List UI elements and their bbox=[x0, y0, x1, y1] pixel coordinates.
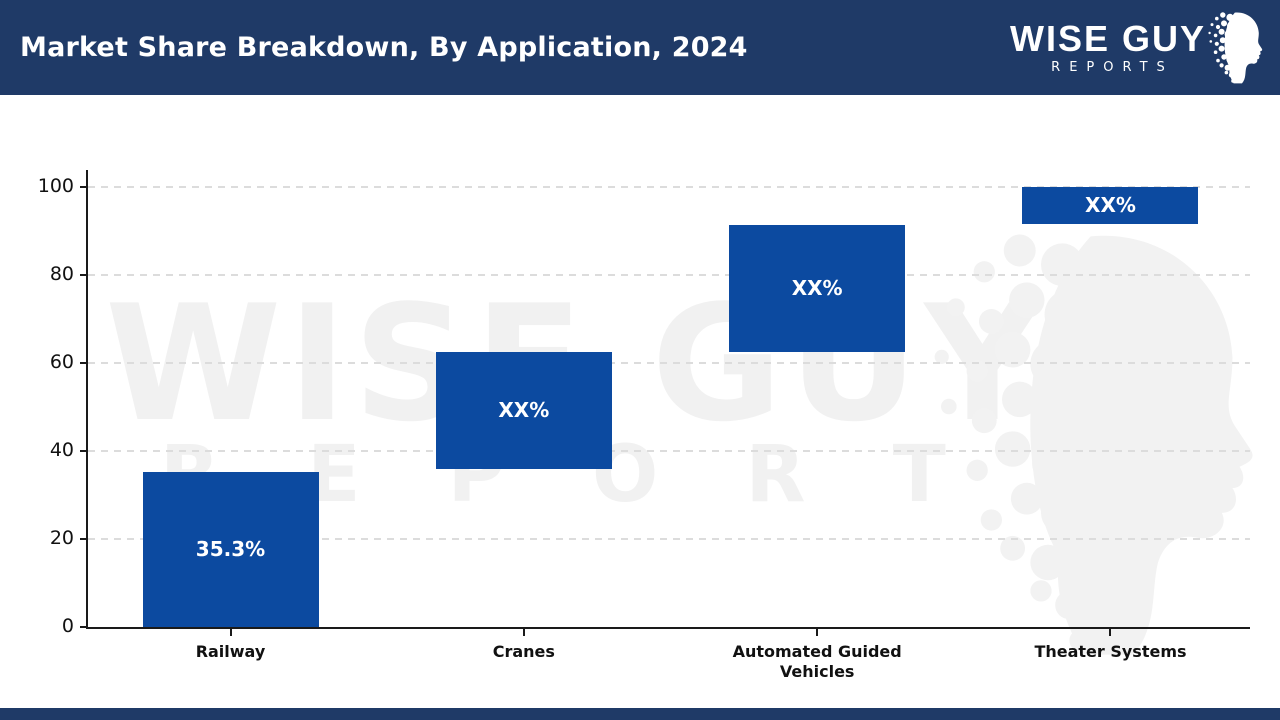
chart-area: WISE GUY R E P O R T S 02040608010035.3%… bbox=[0, 95, 1280, 708]
y-tick-label: 0 bbox=[61, 615, 74, 637]
bar-value-label: XX% bbox=[498, 398, 550, 423]
x-axis bbox=[86, 627, 1250, 629]
header-bar: Market Share Breakdown, By Application, … bbox=[0, 0, 1280, 95]
x-tick-mark bbox=[816, 629, 819, 636]
page-title: Market Share Breakdown, By Application, … bbox=[20, 32, 748, 63]
x-tick-label: Railway bbox=[195, 642, 266, 661]
y-tick-mark bbox=[80, 362, 88, 364]
x-tick-mark bbox=[229, 629, 232, 636]
x-tick-mark bbox=[522, 629, 525, 636]
x-tick-label: Automated Guided Vehicles bbox=[732, 642, 902, 681]
gridline bbox=[88, 362, 1250, 364]
bar-value-label: XX% bbox=[1085, 193, 1136, 218]
x-tick-label: Theater Systems bbox=[1034, 642, 1187, 661]
x-tick-mark bbox=[1109, 629, 1112, 636]
y-axis bbox=[86, 170, 88, 629]
y-tick-mark bbox=[80, 450, 88, 452]
y-tick-mark bbox=[80, 538, 88, 540]
bar-theater-systems: XX% bbox=[1022, 187, 1199, 224]
x-tick-label: Cranes bbox=[492, 642, 555, 661]
y-tick-label: 100 bbox=[37, 175, 74, 197]
y-tick-label: 40 bbox=[49, 439, 74, 461]
brand-logo-text: WISE GUY REPORTS bbox=[1009, 17, 1206, 75]
brand-subtitle: REPORTS bbox=[1051, 59, 1174, 75]
gridline bbox=[88, 186, 1250, 188]
bar-value-label: 35.3% bbox=[195, 537, 266, 562]
y-tick-mark bbox=[80, 626, 88, 628]
brand-name: WISE GUY bbox=[1009, 17, 1206, 59]
bar-cranes: XX% bbox=[435, 352, 612, 469]
gridline bbox=[88, 538, 1250, 540]
brand-logo: WISE GUY REPORTS bbox=[1010, 9, 1280, 87]
footer-bar bbox=[0, 708, 1280, 720]
y-tick-mark bbox=[80, 186, 88, 188]
y-tick-label: 80 bbox=[49, 263, 74, 285]
bar-automated-guided-vehicles: XX% bbox=[729, 224, 906, 352]
gridline bbox=[88, 274, 1250, 276]
bar-value-label: XX% bbox=[791, 276, 843, 301]
y-tick-mark bbox=[80, 274, 88, 276]
y-tick-label: 60 bbox=[49, 351, 74, 373]
bar-railway: 35.3% bbox=[142, 471, 319, 627]
y-tick-label: 20 bbox=[49, 527, 74, 549]
gridline bbox=[88, 450, 1250, 452]
